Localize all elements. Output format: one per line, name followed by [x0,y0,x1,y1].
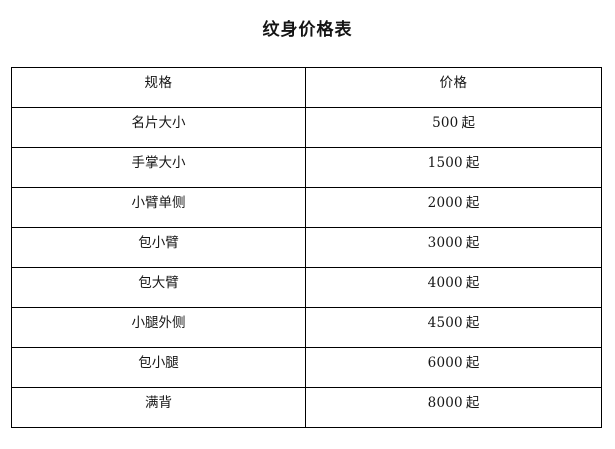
table-row: 满背 8000 起 [11,387,602,428]
cell-price: 1500 起 [305,147,602,188]
price-amount: 2000 [427,195,463,211]
price-unit: 起 [465,195,480,211]
price-unit: 起 [465,315,480,331]
table-row: 名片大小 500 起 [11,107,602,148]
cell-spec: 满背 [11,387,306,428]
column-header-spec: 规格 [11,67,306,108]
cell-price: 3000 起 [305,227,602,268]
cell-spec: 手掌大小 [11,147,306,188]
price-amount: 4000 [427,275,463,291]
cell-spec: 小臂单侧 [11,187,306,228]
cell-spec: 包大臂 [11,267,306,308]
price-unit: 起 [465,395,480,411]
table-header: 规格 价格 [11,67,602,108]
price-table: 规格 价格 名片大小 500 起 手掌大小 1500 起 小臂单侧 2000 起 包小… [11,67,602,428]
cell-spec: 小腿外侧 [11,307,306,348]
price-amount: 500 [432,115,459,131]
cell-spec: 名片大小 [11,107,306,148]
price-amount: 6000 [427,355,463,371]
cell-spec: 包小臂 [11,227,306,268]
cell-price: 500 起 [305,107,602,148]
table-row: 包小臂 3000 起 [11,227,602,268]
price-unit: 起 [461,115,475,131]
table-row: 包小腿 6000 起 [11,347,602,388]
cell-price: 6000 起 [305,347,602,388]
column-header-price: 价格 [305,67,602,108]
price-amount: 3000 [427,235,463,251]
page-title: 纹身价格表 [262,20,353,40]
price-amount: 8000 [427,395,463,411]
price-amount: 4500 [427,315,463,331]
table-body: 名片大小 500 起 手掌大小 1500 起 小臂单侧 2000 起 包小臂 3000… [11,107,602,428]
cell-price: 8000 起 [305,387,602,428]
table-header-row: 规格 价格 [11,67,602,108]
table-row: 包大臂 4000 起 [11,267,602,308]
cell-price: 4000 起 [305,267,602,308]
cell-price: 2000 起 [305,187,602,228]
price-unit: 起 [465,275,480,291]
price-amount: 1500 [427,155,463,171]
price-unit: 起 [465,155,480,171]
price-unit: 起 [465,355,480,371]
price-unit: 起 [465,235,480,251]
table-row: 小腿外侧 4500 起 [11,307,602,348]
cell-spec: 包小腿 [11,347,306,388]
table-row: 手掌大小 1500 起 [11,147,602,188]
table-row: 小臂单侧 2000 起 [11,187,602,228]
cell-price: 4500 起 [305,307,602,348]
